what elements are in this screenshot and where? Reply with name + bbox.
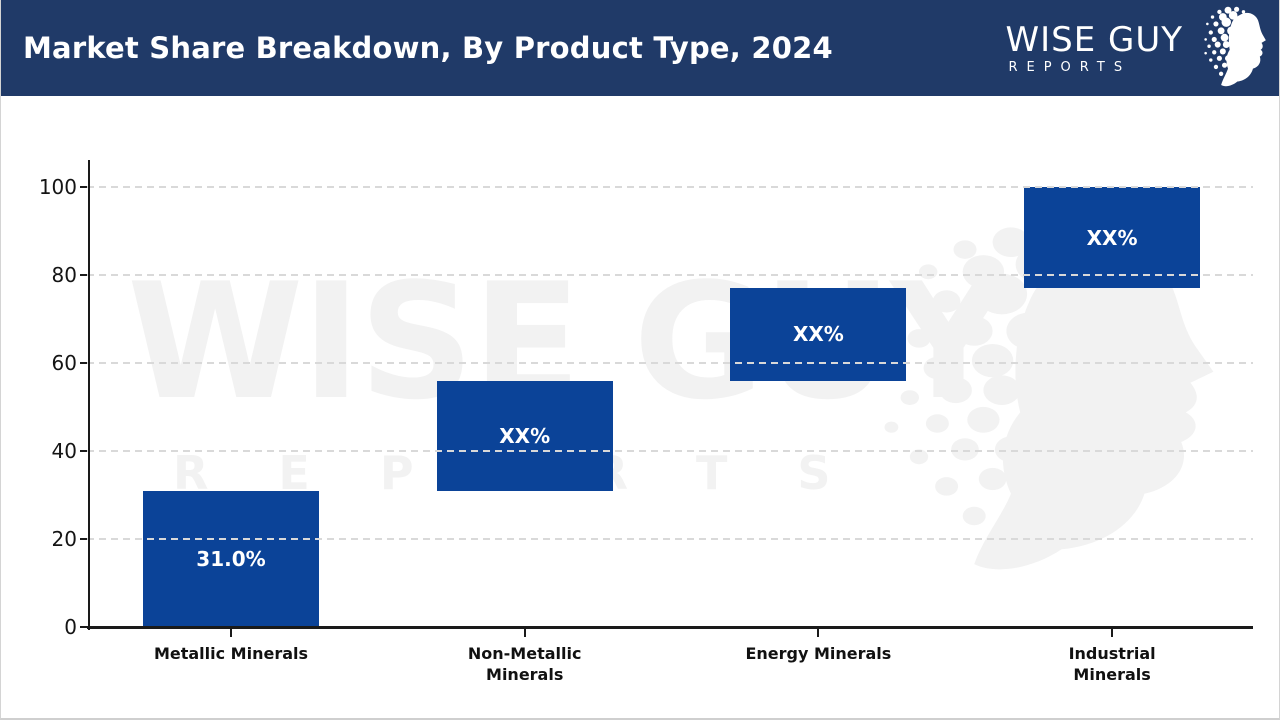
wiseguy-logo: WISE GUY REPORTS	[1005, 5, 1271, 91]
y-axis-tick	[80, 538, 87, 540]
y-axis-tick	[80, 274, 87, 276]
header-bar: Market Share Breakdown, By Product Type,…	[1, 0, 1279, 96]
logo-wiseguy-text: WISE GUY	[1005, 19, 1183, 60]
bar-non-metallic-minerals: XX%	[436, 380, 613, 491]
x-axis-tick	[817, 629, 820, 637]
bar-value-label: XX%	[792, 322, 844, 347]
bar-energy-minerals: XX%	[730, 288, 907, 381]
bar-value-label: 31.0%	[196, 546, 266, 571]
gridline	[87, 362, 1253, 364]
bar-metallic-minerals: 31.0%	[143, 490, 319, 627]
x-axis-tick	[523, 629, 526, 637]
bar-industrial-minerals: XX%	[1024, 187, 1201, 289]
y-axis-label: 60	[51, 351, 77, 375]
x-axis-tick	[230, 629, 232, 637]
x-axis-line	[87, 626, 1253, 629]
y-axis-label: 40	[51, 439, 77, 463]
chart-title: Market Share Breakdown, By Product Type,…	[23, 31, 833, 65]
wiseguy-head-icon	[1204, 6, 1266, 87]
gridline	[87, 274, 1253, 276]
y-axis-line	[88, 160, 90, 630]
bar-value-label: XX%	[499, 423, 551, 448]
gridline	[87, 538, 1253, 540]
y-axis-label: 20	[51, 527, 77, 551]
x-axis-tick	[1111, 629, 1114, 637]
logo-reports-text: REPORTS	[1008, 59, 1132, 75]
plot-area: 31.0% XX% XX% XX% 0 20 40 60 80 100 Metallic Miner…	[1, 96, 1279, 718]
x-axis-category-label: Metallic Minerals	[153, 644, 309, 663]
x-axis-category-label: Industrial Minerals	[1068, 644, 1156, 684]
y-axis-tick	[80, 450, 87, 452]
x-axis-category-label: Non-Metallic Minerals	[467, 644, 582, 684]
y-axis-label: 80	[51, 263, 77, 287]
y-axis-label: 0	[64, 615, 77, 639]
y-axis-tick	[80, 362, 87, 364]
gridline	[87, 186, 1253, 188]
y-axis-tick	[80, 626, 87, 628]
logo-text: WISE GUY REPORTS	[1005, 23, 1183, 74]
y-axis-tick	[80, 186, 87, 188]
y-axis-label: 100	[38, 175, 77, 199]
bar-value-label: XX%	[1086, 225, 1138, 250]
gridline	[87, 450, 1253, 452]
x-axis-category-label: Energy Minerals	[745, 644, 892, 663]
